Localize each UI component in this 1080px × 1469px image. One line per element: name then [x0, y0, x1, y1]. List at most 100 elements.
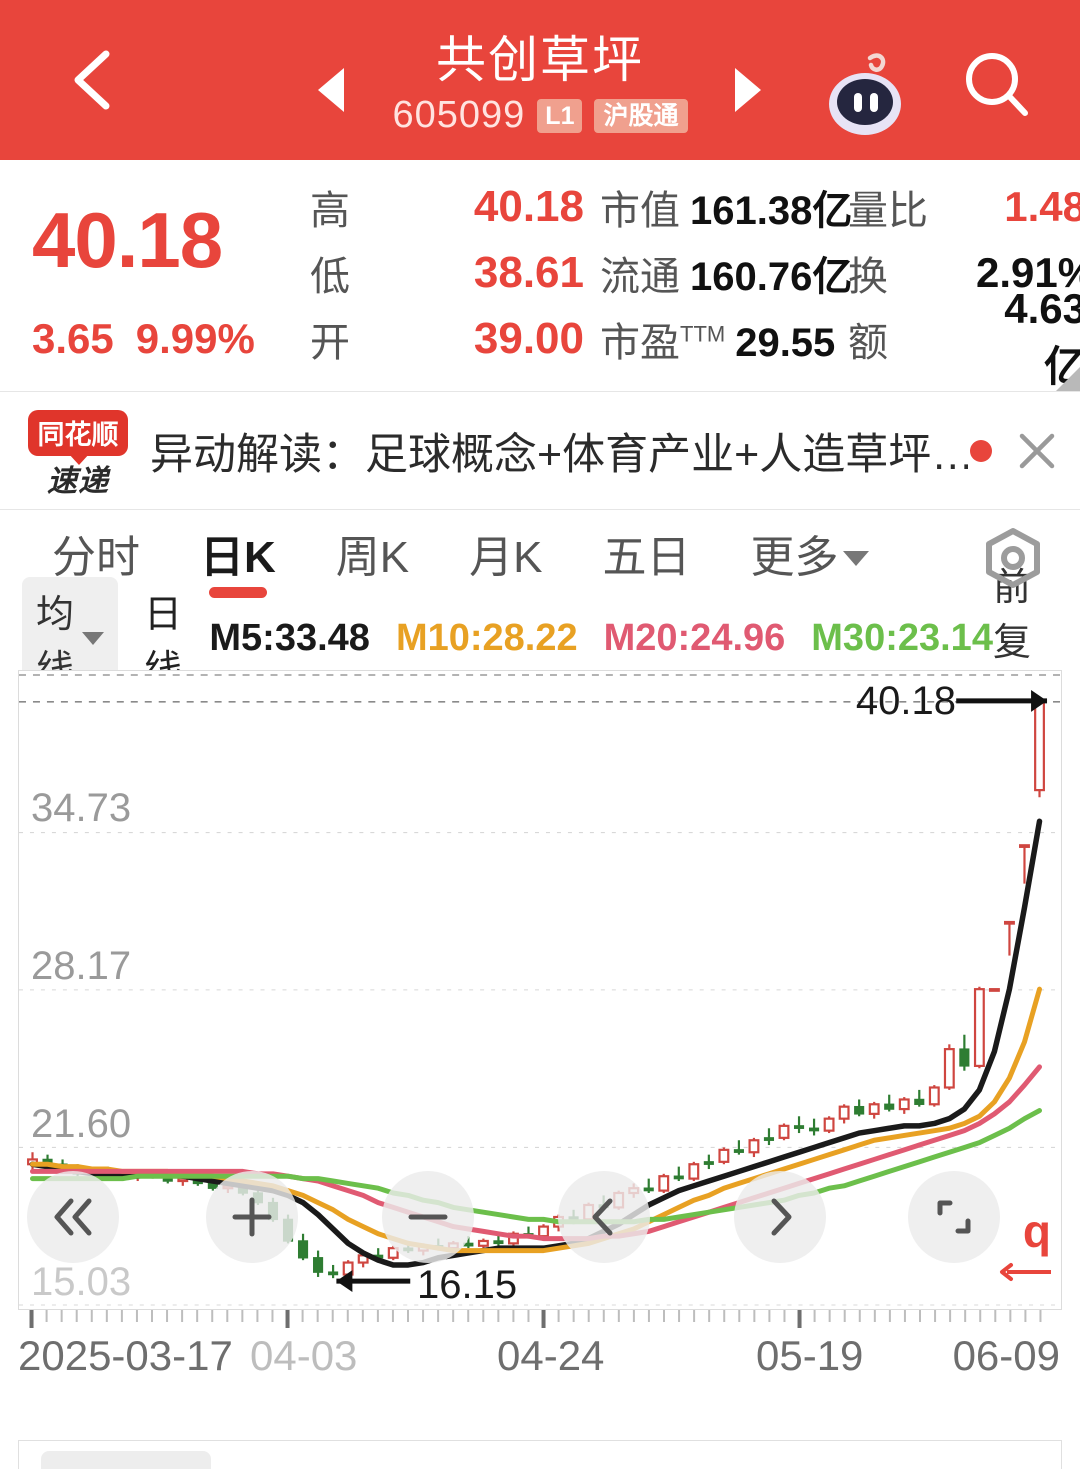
- open-value: 39.00: [473, 314, 584, 363]
- pan-left-button[interactable]: [558, 1171, 650, 1263]
- zoom-out-button[interactable]: [382, 1171, 474, 1263]
- price-change-pct: 9.99%: [135, 315, 255, 362]
- y-axis-label: 41.30: [31, 671, 131, 675]
- y-axis-label: 21.60: [31, 1101, 132, 1146]
- chevron-down-icon: [842, 550, 869, 566]
- news-banner[interactable]: 同花顺 速递 异动解读：足球概念+体育产业+人造草坪…: [0, 392, 1080, 510]
- back-button[interactable]: [62, 48, 122, 112]
- fullscreen-icon: [937, 1200, 971, 1234]
- news-headline[interactable]: 异动解读：足球概念+体育产业+人造草坪…: [150, 430, 968, 479]
- tab-five-day[interactable]: 五日: [573, 510, 721, 606]
- tab-active-underline: [208, 587, 267, 598]
- x-axis-ticks: [29, 1310, 1042, 1328]
- y-axis-label: 28.17: [31, 943, 132, 988]
- tab-week-k[interactable]: 周K: [306, 510, 439, 606]
- expand-corner-icon[interactable]: [1056, 367, 1080, 391]
- pe-ratio-label: 市盈TTM: [600, 321, 726, 365]
- next-stock-button[interactable]: [735, 68, 761, 112]
- tab-label: 周K: [335, 533, 410, 582]
- turnover-label: 换: [848, 255, 888, 299]
- pe-ratio-value: 29.55: [735, 321, 836, 365]
- volume-indicator-chip[interactable]: [41, 1451, 211, 1469]
- pe-ratio-pair: 市盈TTM 29.55: [600, 310, 848, 368]
- watermark-q: q: [1022, 1205, 1051, 1257]
- ths-logo-top: 同花顺: [28, 409, 128, 456]
- current-price: 40.18: [32, 196, 223, 284]
- ma10-value: M10:28.22: [395, 616, 578, 659]
- ma30-value: M30:23.14: [811, 616, 993, 659]
- market-cap-value: 161.38亿: [690, 189, 853, 233]
- x-axis-label: 04-03: [250, 1332, 358, 1379]
- ma5-value: M5:33.48: [209, 616, 370, 659]
- last-price-annotation: 40.18: [855, 679, 956, 723]
- chevron-down-icon: [82, 631, 105, 645]
- high-value: 40.18: [473, 182, 584, 231]
- tab-label: 分时: [52, 533, 140, 582]
- stock-code: 605099: [392, 94, 526, 136]
- tab-more[interactable]: 更多: [721, 510, 899, 606]
- tab-month-k[interactable]: 月K: [439, 510, 572, 606]
- low-value: 38.61: [473, 248, 584, 297]
- float-cap-value: 160.76亿: [690, 255, 853, 299]
- ma-indicator-bar: 均线 日线 M5:33.48 M10:28.22 M20:24.96 M30:2…: [0, 567, 1080, 719]
- zoom-in-button[interactable]: [206, 1171, 298, 1263]
- volume-ratio-value: 1.48: [1004, 183, 1080, 230]
- chevron-right-icon: [771, 1198, 792, 1236]
- header-title-block: 共创草坪 605099 L1 沪股通: [0, 30, 1080, 137]
- rewind-button[interactable]: [27, 1171, 119, 1263]
- x-axis-label: 2025-03-17: [18, 1332, 233, 1379]
- minus-icon: [408, 1214, 448, 1220]
- tab-label: 日K: [200, 533, 276, 582]
- price-change-block: 3.65 9.99%: [14, 315, 310, 363]
- turnover-value: 2.91%: [976, 249, 1080, 296]
- y-axis-label: 34.73: [31, 786, 132, 831]
- market-badge: 沪股通: [594, 98, 688, 133]
- chevron-left-icon: [592, 1198, 613, 1236]
- float-cap-label: 流通: [600, 255, 680, 299]
- watermark-arrow-icon: [1000, 1263, 1051, 1281]
- close-icon[interactable]: [1014, 428, 1060, 474]
- open-label: 开: [310, 321, 350, 365]
- x-axis-label: 04-24: [497, 1332, 605, 1379]
- low-label: 低: [310, 255, 350, 299]
- ths-express-logo: 同花顺 速递: [26, 408, 130, 498]
- ma20-value: M20:24.96: [603, 616, 786, 659]
- chart-type-tabs: 分时 日K 周K 月K 五日 更多: [0, 510, 1080, 606]
- tab-label: 更多: [750, 533, 839, 582]
- hex-gear-icon[interactable]: [974, 519, 1052, 597]
- previous-stock-button[interactable]: [318, 68, 344, 112]
- float-cap-pair: 流通 160.76亿: [600, 244, 852, 302]
- tab-label: 五日: [602, 533, 691, 582]
- volume-ratio-label: 量比: [848, 189, 928, 233]
- x-axis-labels: 2025-03-17 04-03 04-24 05-19 06-09: [18, 1332, 1062, 1392]
- pe-ttm-superscript: TTM: [680, 321, 726, 347]
- x-axis: 2025-03-17 04-03 04-24 05-19 06-09: [18, 1310, 1062, 1406]
- x-axis-label: 05-19: [756, 1332, 864, 1379]
- fullscreen-button[interactable]: [908, 1171, 1000, 1263]
- plus-icon: [232, 1197, 272, 1237]
- tab-fenshi[interactable]: 分时: [22, 510, 170, 606]
- quote-panel: 40.18 高 40.18 市值 161.38亿 量比 1.48 低 38.61…: [0, 160, 1080, 392]
- stock-name: 共创草坪: [436, 32, 644, 88]
- x-axis-label: 06-09: [952, 1332, 1060, 1379]
- current-price-block: 40.18: [14, 199, 310, 281]
- amount-label: 额: [848, 321, 888, 365]
- ai-robot-icon[interactable]: [818, 42, 912, 142]
- market-cap-pair: 市值 161.38亿: [600, 178, 852, 236]
- level-badge: L1: [537, 98, 583, 133]
- y-axis-label: 15.03: [31, 1260, 132, 1304]
- price-change: 3.65: [32, 315, 114, 362]
- ths-logo-bottom: 速递: [47, 464, 109, 498]
- market-cap-label: 市值: [600, 189, 680, 233]
- search-icon[interactable]: [960, 48, 1032, 120]
- tab-day-k[interactable]: 日K: [170, 510, 306, 606]
- volume-panel[interactable]: [18, 1440, 1062, 1469]
- news-unread-dot: [970, 439, 992, 462]
- double-chevron-left-icon: [54, 1198, 92, 1236]
- low-price-annotation: 16.15: [417, 1263, 518, 1307]
- kline-chart[interactable]: 41.30 34.73 28.17 21.60 15.03 40.18 16.1…: [18, 670, 1062, 1310]
- pan-right-button[interactable]: [734, 1171, 826, 1263]
- ths-logo-tail: [68, 452, 90, 465]
- stock-meta: 605099 L1 沪股通: [0, 94, 1080, 137]
